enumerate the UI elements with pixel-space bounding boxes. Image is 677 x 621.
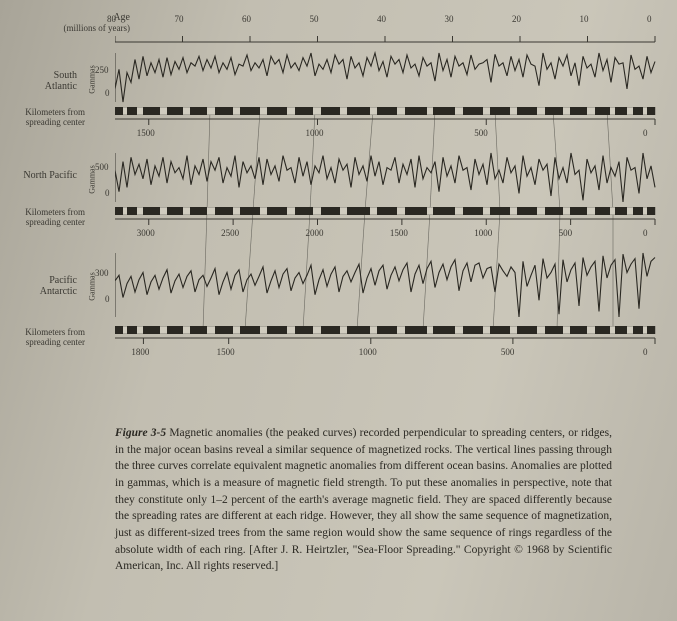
km-label-0: Kilometers from spreading center [20, 108, 85, 128]
km-tick: 1500 [137, 128, 155, 138]
ytick-2-b: 0 [105, 294, 110, 304]
km-tick: 2500 [221, 228, 239, 238]
age-tick: 40 [377, 14, 386, 24]
km-label-1: Kilometers from spreading center [20, 208, 85, 228]
magnetic-stripe-2 [115, 326, 675, 334]
ytick-0-b: 0 [105, 88, 110, 98]
magnetic-stripe-1 [115, 207, 675, 215]
km-tick: 1000 [474, 228, 492, 238]
magnetic-stripe-0 [115, 107, 675, 115]
km-tick: 0 [643, 228, 648, 238]
age-tick: 30 [445, 14, 454, 24]
km-label-2: Kilometers from spreading center [20, 328, 85, 348]
region-north-pacific: North Pacific [22, 170, 77, 181]
region-pacific-antarctic: Pacific Antarctic [22, 275, 77, 297]
km-tick: 500 [474, 128, 488, 138]
km-axis-0 [115, 117, 675, 131]
age-tick: 20 [512, 14, 521, 24]
age-tick: 60 [242, 14, 251, 24]
age-tick: 50 [310, 14, 319, 24]
region-south-atlantic: South Atlantic [22, 70, 77, 92]
curve-north-pacific [115, 150, 675, 205]
age-tick: 80 [107, 14, 116, 24]
region-label-0: South Atlantic [22, 70, 77, 92]
figure-caption: Figure 3-5 Magnetic anomalies (the peake… [115, 425, 612, 575]
km-tick: 0 [643, 128, 648, 138]
ytick-1-b: 0 [105, 188, 110, 198]
km-tick: 1800 [131, 347, 149, 357]
km-tick: 0 [643, 347, 648, 357]
km-tick: 1500 [217, 347, 235, 357]
ytick-2-a: 300 [95, 268, 109, 278]
age-tick-labels: 80706050403020100 [115, 14, 675, 28]
caption-text: Magnetic anomalies (the peaked curves) r… [115, 427, 612, 572]
curve-south-atlantic [115, 50, 675, 105]
region-label-1: North Pacific [22, 170, 77, 181]
km-tick: 1000 [306, 128, 324, 138]
ytick-0-a: 250 [95, 65, 109, 75]
curve-pacific-antarctic [115, 250, 675, 320]
ytick-1-a: 500 [95, 162, 109, 172]
km-tick: 1000 [359, 347, 377, 357]
km-tick: 1500 [390, 228, 408, 238]
km-axis-2 [115, 336, 675, 350]
km-tick: 3000 [137, 228, 155, 238]
km-tick: 500 [501, 347, 515, 357]
age-tick: 70 [175, 14, 184, 24]
age-tick: 0 [647, 14, 652, 24]
km-tick: 500 [559, 228, 573, 238]
chart-area: Age (millions of years) 8070605040302010… [20, 10, 657, 400]
km-tick: 2000 [306, 228, 324, 238]
age-tick: 10 [580, 14, 589, 24]
figure-label: Figure 3-5 [115, 427, 166, 439]
figure-page: Age (millions of years) 8070605040302010… [0, 0, 677, 621]
region-label-2: Pacific Antarctic [22, 275, 77, 297]
